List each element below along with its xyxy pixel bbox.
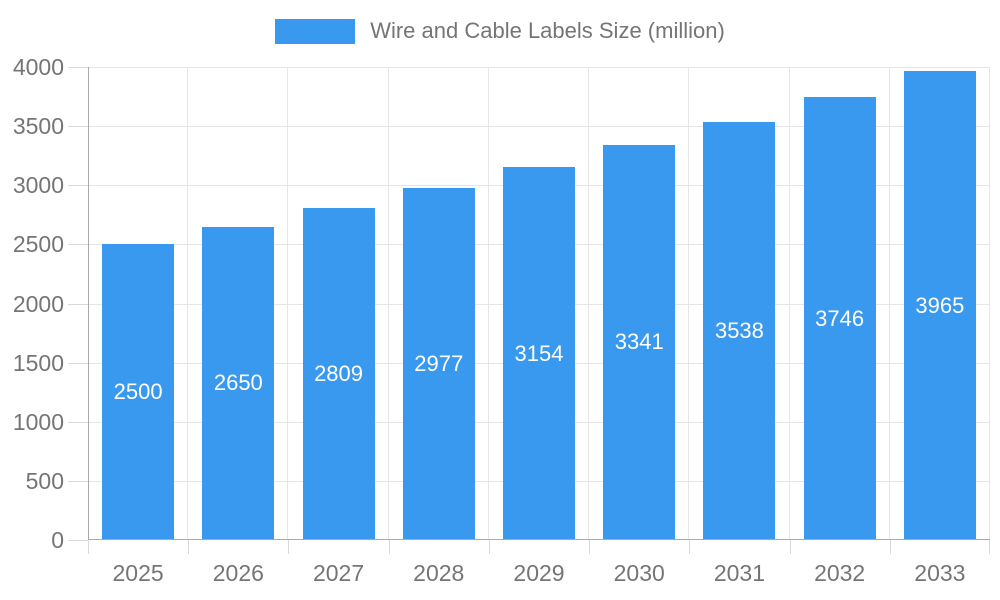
- v-gridline: [287, 67, 289, 540]
- x-axis-tick-label: 2026: [212, 560, 264, 586]
- x-axis-tick: [689, 540, 691, 554]
- y-axis-tick-label: 1000: [12, 408, 64, 435]
- bar-value-label: 3746: [815, 305, 865, 331]
- x-axis-tick: [789, 540, 791, 554]
- x-axis-tick: [288, 540, 290, 554]
- bar-value-label: 2809: [314, 360, 364, 386]
- v-gridline: [688, 67, 690, 540]
- y-axis-tick-label: 0: [51, 527, 64, 553]
- v-gridline: [387, 67, 389, 540]
- bar-value-label: 3341: [614, 329, 664, 355]
- y-axis-tick-label: 500: [25, 467, 64, 494]
- y-axis-tick-label: 2000: [12, 290, 64, 317]
- y-axis-tick: [68, 303, 88, 305]
- y-axis-tick: [68, 540, 88, 541]
- y-axis-tick: [68, 362, 88, 364]
- bar[interactable]: 2500: [102, 244, 175, 540]
- v-gridline: [588, 67, 590, 540]
- x-axis-tick-label: 2033: [914, 560, 966, 586]
- x-axis-tick-label: 2028: [413, 560, 465, 586]
- bar-value-label: 2500: [113, 379, 163, 405]
- v-gridline: [989, 67, 990, 540]
- x-axis-tick-label: 2029: [513, 560, 565, 586]
- y-axis-line: [88, 67, 89, 554]
- plot-area: 2500 2650 2809 2977 3154 3341 3538 3746 3965: [88, 67, 990, 540]
- y-axis-tick: [68, 67, 88, 68]
- y-axis-tick-label: 3000: [12, 172, 64, 199]
- y-axis-tick-label: 3500: [12, 113, 64, 140]
- x-axis-tick-label: 2032: [814, 560, 866, 586]
- y-axis-tick: [68, 126, 88, 128]
- legend-swatch: [275, 18, 356, 44]
- y-axis-tick-label: 2500: [12, 231, 64, 258]
- bar[interactable]: 3341: [603, 144, 676, 540]
- v-gridline: [487, 67, 489, 540]
- bar[interactable]: 3965: [903, 71, 976, 540]
- h-gridline: [88, 126, 990, 128]
- bar[interactable]: 2977: [402, 187, 475, 540]
- x-axis-tick: [388, 540, 390, 554]
- bar[interactable]: 3154: [503, 167, 575, 540]
- x-axis-tick: [488, 540, 490, 554]
- bar[interactable]: 2809: [302, 207, 375, 540]
- y-axis-tick: [68, 480, 88, 482]
- bar[interactable]: 3746: [803, 97, 876, 540]
- x-axis-tick-label: 2031: [713, 560, 766, 586]
- x-axis-tick: [589, 540, 591, 554]
- v-gridline: [888, 67, 890, 540]
- x-axis-tick: [188, 540, 190, 554]
- bar-value-label: 3538: [714, 317, 764, 343]
- y-axis-tick: [68, 185, 88, 187]
- y-axis-tick: [68, 421, 88, 423]
- bar[interactable]: 2650: [202, 226, 275, 540]
- x-axis-tick: [889, 540, 891, 554]
- bar-value-label: 2650: [213, 370, 263, 396]
- h-gridline: [88, 67, 990, 68]
- v-gridline: [788, 67, 790, 540]
- bar-value-label: 3154: [514, 340, 564, 366]
- y-axis-tick-label: 1500: [12, 349, 64, 376]
- x-axis-tick-label: 2030: [613, 560, 665, 586]
- x-axis-tick-label: 2027: [312, 560, 365, 586]
- bar-value-label: 2977: [414, 350, 464, 376]
- legend[interactable]: Wire and Cable Labels Size (million): [0, 18, 1000, 44]
- x-axis-tick: [989, 540, 990, 554]
- x-axis-tick-label: 2025: [112, 560, 164, 586]
- x-axis-line: [88, 539, 990, 540]
- x-axis-tick: [88, 540, 89, 554]
- y-axis-tick: [68, 244, 88, 246]
- legend-label: Wire and Cable Labels Size (million): [370, 18, 725, 43]
- bar[interactable]: 3538: [703, 121, 776, 540]
- y-axis-tick-label: 4000: [12, 54, 64, 80]
- bar-value-label: 3965: [915, 292, 965, 318]
- v-gridline: [187, 67, 189, 540]
